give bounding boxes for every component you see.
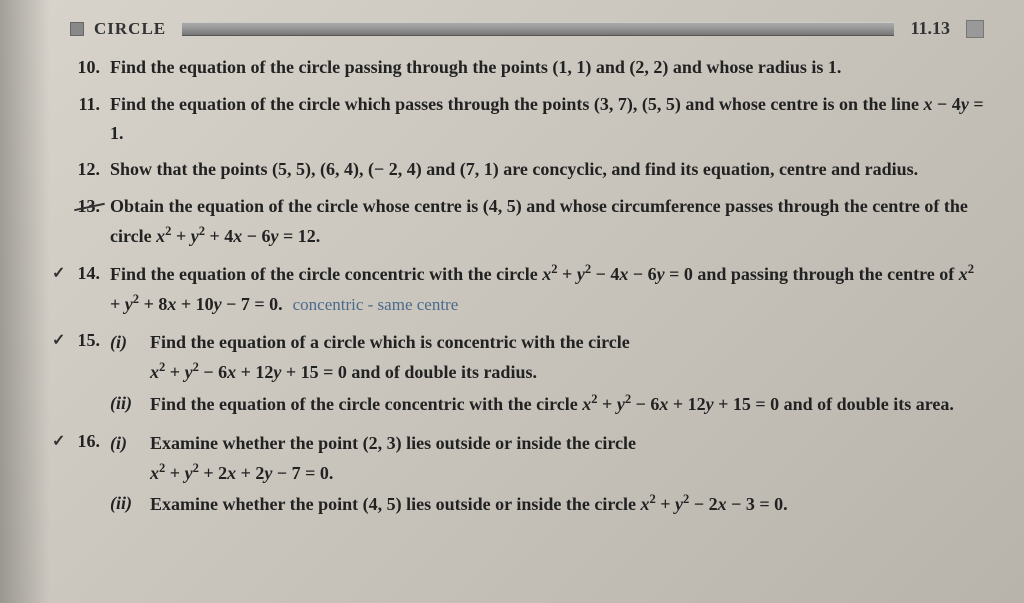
subpart-text: Examine whether the point (2, 3) lies ou… xyxy=(150,429,984,458)
problem-body: (i) Examine whether the point (2, 3) lie… xyxy=(110,427,984,519)
roman-label: (i) xyxy=(110,429,150,458)
problem-15: ✓15. (i) Find the equation of a circle w… xyxy=(70,326,984,418)
subpart-ii: (ii) Find the equation of the circle con… xyxy=(110,389,984,419)
subpart-text: Find the equation of the circle concentr… xyxy=(150,389,984,419)
tick-icon: ✓ xyxy=(52,429,65,455)
problem-13: 13. Obtain the equation of the circle wh… xyxy=(70,192,984,251)
problem-text: Find the equation of the circle passing … xyxy=(110,53,984,82)
problem-text: Find the equation of the circle concentr… xyxy=(110,259,984,319)
problem-text: Find the equation of the circle which pa… xyxy=(110,90,984,148)
problem-text: Obtain the equation of the circle whose … xyxy=(110,192,984,251)
handwritten-note: concentric - same centre xyxy=(293,295,459,314)
subpart-text: Find the equation of a circle which is c… xyxy=(150,328,984,357)
subpart-text: Examine whether the point (4, 5) lies ou… xyxy=(150,489,984,519)
textbook-page: CIRCLE 11.13 10. Find the equation of th… xyxy=(0,0,1024,547)
problem-16: ✓16. (i) Examine whether the point (2, 3… xyxy=(70,427,984,519)
problem-14: ✓14. Find the equation of the circle con… xyxy=(70,259,984,319)
header-bullet-icon xyxy=(70,22,84,36)
problem-number: ✓14. xyxy=(70,259,110,319)
problem-list: 10. Find the equation of the circle pass… xyxy=(70,53,984,519)
tick-icon: ✓ xyxy=(52,261,65,287)
subpart-line2: x2 + y2 − 6x + 12y + 15 = 0 and of doubl… xyxy=(150,357,984,387)
problem-text: Show that the points (5, 5), (6, 4), (− … xyxy=(110,155,984,184)
header-rule-bar xyxy=(182,22,894,36)
problem-11: 11. Find the equation of the circle whic… xyxy=(70,90,984,148)
page-number: 11.13 xyxy=(910,18,950,39)
problem-number: 11. xyxy=(70,90,110,148)
problem-12: 12. Show that the points (5, 5), (6, 4),… xyxy=(70,155,984,184)
chapter-title: CIRCLE xyxy=(94,19,166,39)
problem-body: (i) Find the equation of a circle which … xyxy=(110,326,984,418)
roman-label: (ii) xyxy=(110,389,150,419)
problem-number: ✓15. xyxy=(70,326,110,418)
subpart-i: (i) Examine whether the point (2, 3) lie… xyxy=(110,429,984,458)
subpart-line2: x2 + y2 + 2x + 2y − 7 = 0. xyxy=(150,458,984,488)
problem-number: 12. xyxy=(70,155,110,184)
roman-label: (i) xyxy=(110,328,150,357)
problem-10: 10. Find the equation of the circle pass… xyxy=(70,53,984,82)
subpart-i: (i) Find the equation of a circle which … xyxy=(110,328,984,357)
roman-label: (ii) xyxy=(110,489,150,519)
corner-square-icon xyxy=(966,20,984,38)
tick-icon: ✓ xyxy=(52,328,65,354)
problem-number: ✓16. xyxy=(70,427,110,519)
subpart-ii: (ii) Examine whether the point (4, 5) li… xyxy=(110,489,984,519)
page-header: CIRCLE 11.13 xyxy=(70,18,984,39)
problem-number: 13. xyxy=(70,192,110,251)
struck-number: 13. xyxy=(78,196,101,216)
problem-number: 10. xyxy=(70,53,110,82)
